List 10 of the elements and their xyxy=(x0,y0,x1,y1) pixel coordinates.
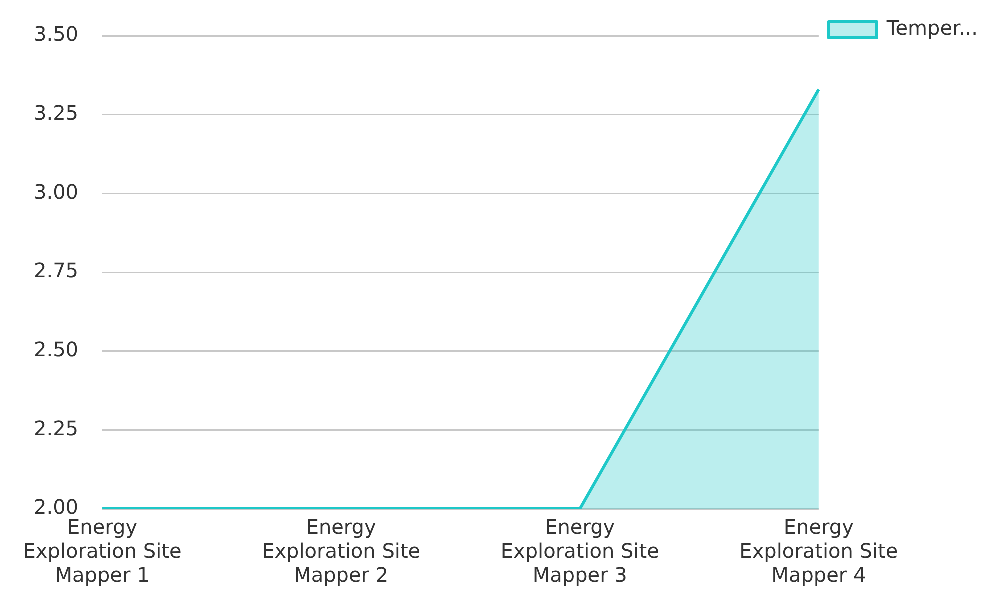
x-tick-label: Energy Exploration Site Mapper 4 xyxy=(740,515,898,588)
y-tick-label: 2.25 xyxy=(34,416,79,440)
y-tick-label: 2.50 xyxy=(34,338,79,362)
legend-label: Temper... xyxy=(886,16,978,40)
x-tick-label: Energy Exploration Site Mapper 3 xyxy=(500,515,660,588)
y-tick-label: 3.50 xyxy=(34,22,79,46)
y-tick-label: 3.00 xyxy=(34,180,79,204)
x-tick-label: Energy Exploration Site Mapper 2 xyxy=(262,515,421,588)
y-tick-label: 3.25 xyxy=(34,101,79,126)
y-tick-label: 2.75 xyxy=(34,258,79,283)
